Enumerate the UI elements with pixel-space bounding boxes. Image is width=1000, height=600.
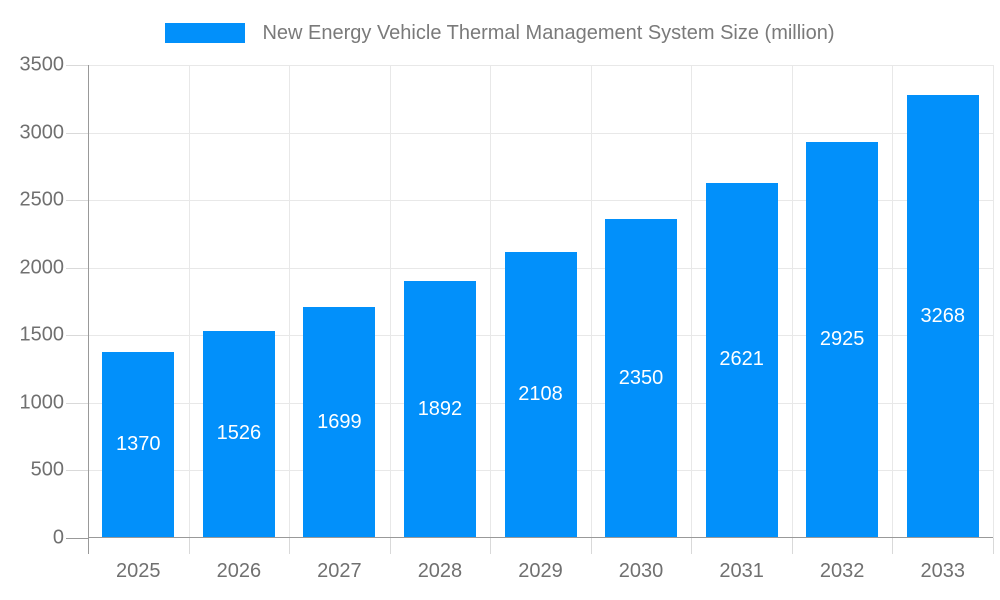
grid-line-horizontal — [88, 65, 993, 66]
y-tick-mark — [66, 132, 88, 134]
grid-line-vertical — [892, 65, 894, 538]
bar-value-label: 1699 — [317, 410, 362, 433]
bar-2025[interactable]: 1370 — [102, 351, 175, 537]
grid-line-vertical — [590, 65, 592, 538]
y-tick-mark — [66, 335, 88, 337]
x-tick-label-2030: 2030 — [618, 560, 664, 582]
y-tick-mark — [66, 402, 88, 404]
x-tick-mark — [289, 538, 291, 554]
legend-item[interactable]: New Energy Vehicle Thermal Management Sy… — [0, 20, 1000, 46]
y-tick-mark — [66, 267, 88, 269]
y-tick-label: 3000 — [19, 121, 65, 144]
x-axis-line — [88, 537, 993, 538]
x-axis: 2025 2026 2027 2028 2029 2030 2031 2032 2033 — [0, 538, 1000, 600]
x-tick-label-2031: 2031 — [719, 560, 764, 582]
plot-area: 1370 1526 1699 1892 2108 2350 2621 2925 3268 — [88, 65, 994, 538]
bar-value-label: 2621 — [719, 348, 764, 371]
bar-2031[interactable]: 2621 — [705, 182, 778, 537]
y-tick-mark — [66, 538, 88, 539]
x-tick-label-2032: 2032 — [819, 560, 865, 582]
grid-line-vertical — [993, 65, 994, 538]
y-axis-line — [88, 65, 89, 538]
y-tick-label: 1000 — [19, 391, 65, 414]
bar-2028[interactable]: 1892 — [403, 281, 476, 537]
x-tick-label-2027: 2027 — [317, 560, 362, 582]
x-tick-mark — [88, 538, 89, 554]
bar-2032[interactable]: 2925 — [806, 141, 879, 537]
x-tick-label-2028: 2028 — [417, 560, 463, 582]
y-tick-label: 3500 — [19, 53, 65, 76]
y-tick-label: 0 — [52, 526, 64, 549]
legend-label: New Energy Vehicle Thermal Management Sy… — [262, 22, 835, 44]
x-tick-label-2033: 2033 — [920, 560, 965, 582]
legend-swatch — [165, 23, 246, 43]
y-tick-mark — [66, 470, 88, 472]
bar-value-label: 2108 — [518, 383, 563, 406]
y-tick-label: 1500 — [19, 323, 65, 346]
x-tick-mark — [691, 538, 693, 554]
bar-value-label: 3268 — [920, 304, 965, 327]
x-tick-label-2029: 2029 — [518, 560, 563, 582]
bar-value-label: 2925 — [819, 327, 865, 350]
bar-2026[interactable]: 1526 — [202, 330, 275, 537]
bar-2027[interactable]: 1699 — [303, 307, 376, 537]
grid-line-vertical — [691, 65, 693, 538]
x-tick-mark — [993, 538, 994, 554]
bar-value-label: 2350 — [618, 366, 664, 389]
grid-line-vertical — [289, 65, 291, 538]
bar-2030[interactable]: 2350 — [605, 219, 678, 537]
y-tick-label: 2500 — [19, 188, 65, 211]
x-tick-mark — [892, 538, 894, 554]
bar-value-label: 1526 — [216, 422, 262, 445]
bar-2029[interactable]: 2108 — [504, 252, 577, 537]
y-tick-mark — [66, 65, 88, 66]
x-tick-label-2026: 2026 — [216, 560, 262, 582]
x-tick-mark — [188, 538, 190, 554]
x-tick-mark — [590, 538, 592, 554]
x-tick-mark — [490, 538, 492, 554]
grid-line-horizontal — [88, 132, 993, 134]
grid-line-vertical — [188, 65, 190, 538]
grid-line-vertical — [791, 65, 793, 538]
x-tick-mark — [791, 538, 793, 554]
grid-line-vertical — [389, 65, 391, 538]
bar-value-label: 1370 — [116, 432, 161, 455]
y-axis: 0 500 1000 1500 2000 2500 3000 3500 — [0, 0, 88, 600]
x-tick-mark — [389, 538, 391, 554]
grid-line-horizontal — [88, 200, 993, 202]
y-tick-label: 2000 — [19, 256, 65, 279]
bar-value-label: 1892 — [417, 397, 463, 420]
y-tick-mark — [66, 200, 88, 202]
grid-line-vertical — [490, 65, 492, 538]
y-tick-label: 500 — [30, 458, 64, 481]
bar-2033[interactable]: 3268 — [906, 95, 979, 537]
x-tick-label-2025: 2025 — [116, 560, 161, 582]
